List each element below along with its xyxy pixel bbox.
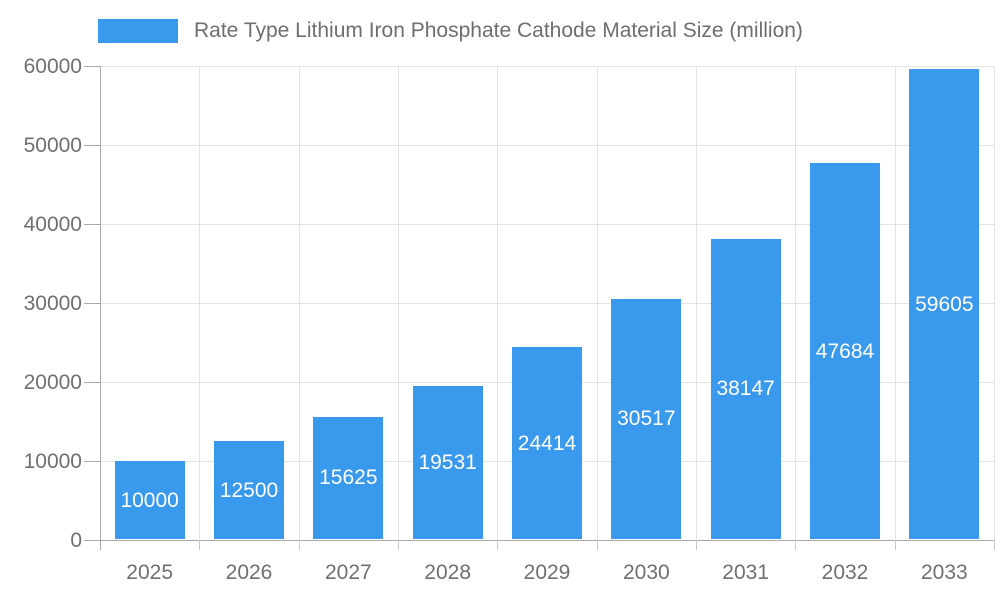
x-axis-label: 2026	[225, 561, 273, 584]
x-tick	[497, 540, 499, 550]
chart-legend[interactable]: Rate Type Lithium Iron Phosphate Cathode…	[98, 19, 803, 43]
bar-value-label: 10000	[120, 488, 179, 512]
y-axis-label: 30000	[23, 292, 82, 315]
bar[interactable]	[710, 238, 781, 539]
bar-value-label: 12500	[219, 478, 279, 502]
x-axis-label: 2032	[821, 561, 869, 584]
bar-value-label: 19531	[418, 450, 477, 474]
y-axis-label: 10000	[23, 450, 82, 473]
x-axis-label: 2027	[324, 561, 372, 584]
x-tick	[696, 540, 697, 550]
y-axis-label: 0	[70, 529, 82, 552]
y-axis-label: 60000	[23, 55, 82, 78]
x-gridline	[994, 66, 995, 540]
x-tick	[100, 540, 101, 550]
y-axis-line	[100, 66, 101, 540]
legend-swatch-icon	[98, 19, 178, 43]
bar[interactable]	[810, 163, 880, 539]
x-gridline	[497, 66, 499, 540]
y-tick	[84, 224, 100, 225]
bar-value-label: 47684	[815, 339, 875, 363]
x-tick	[596, 540, 598, 550]
y-gridline	[100, 303, 994, 304]
y-axis-label: 50000	[23, 134, 82, 157]
x-gridline	[894, 66, 896, 540]
bar[interactable]	[114, 461, 185, 539]
y-tick	[84, 382, 100, 383]
y-axis-label: 40000	[23, 213, 82, 236]
bar-value-label: 59605	[915, 292, 974, 316]
bar-value-label: 15625	[319, 466, 378, 490]
x-tick	[894, 540, 896, 550]
y-tick	[84, 303, 100, 304]
x-gridline	[696, 66, 697, 540]
x-axis-label: 2025	[126, 561, 174, 584]
bar[interactable]	[313, 416, 384, 539]
x-gridline	[596, 66, 598, 540]
x-axis-label: 2030	[622, 561, 670, 584]
y-gridline	[100, 224, 994, 225]
x-axis-label: 2031	[722, 561, 770, 584]
x-tick	[199, 540, 201, 550]
bar[interactable]	[412, 385, 483, 539]
bar[interactable]	[909, 69, 980, 539]
x-tick	[298, 540, 300, 550]
y-gridline	[100, 540, 994, 541]
x-tick	[994, 540, 995, 550]
y-axis-label: 20000	[23, 371, 82, 394]
bar[interactable]	[611, 298, 682, 539]
x-gridline	[398, 66, 399, 540]
x-gridline	[795, 66, 797, 540]
x-axis-label: 2028	[424, 561, 472, 584]
y-gridline	[100, 66, 994, 67]
bar-value-label: 24414	[517, 431, 577, 455]
y-tick	[84, 66, 100, 67]
y-tick	[84, 540, 100, 541]
y-tick	[84, 145, 100, 146]
x-tick	[795, 540, 797, 550]
x-axis-label: 2029	[523, 561, 571, 584]
bar[interactable]	[512, 347, 582, 539]
bar[interactable]	[214, 441, 284, 539]
y-tick	[84, 461, 100, 462]
x-tick	[398, 540, 399, 550]
legend-label: Rate Type Lithium Iron Phosphate Cathode…	[194, 19, 803, 42]
y-gridline	[100, 145, 994, 146]
bar-value-label: 38147	[716, 377, 775, 401]
x-gridline	[298, 66, 300, 540]
bar-value-label: 30517	[617, 407, 676, 431]
x-gridline	[199, 66, 201, 540]
x-axis-label: 2033	[920, 561, 968, 584]
